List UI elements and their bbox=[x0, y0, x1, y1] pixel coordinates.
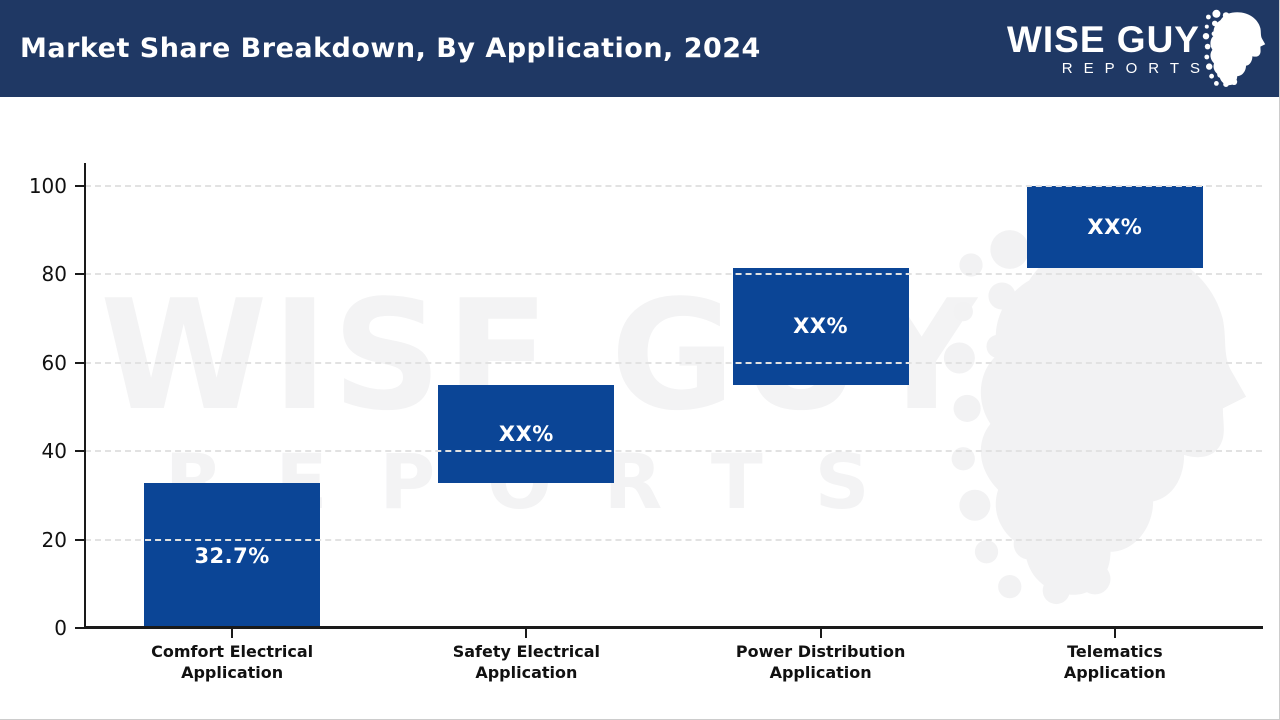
bar-value-label: XX% bbox=[793, 314, 849, 339]
y-tick-mark bbox=[75, 538, 84, 541]
brand-logo-text: WISE GUY REPORTS bbox=[1007, 21, 1200, 77]
brand-face-icon bbox=[1202, 8, 1266, 90]
y-axis-line bbox=[84, 163, 86, 628]
brand-name: WISE GUY bbox=[1006, 18, 1200, 60]
y-tick-label: 40 bbox=[41, 439, 67, 463]
bar-value-label: 32.7% bbox=[194, 543, 270, 568]
y-tick-label: 100 bbox=[28, 173, 67, 198]
watermark-face-icon bbox=[940, 225, 1250, 615]
bar-segment: XX% bbox=[1026, 185, 1203, 269]
y-tick-mark bbox=[75, 361, 84, 364]
bar-segment: 32.7% bbox=[144, 483, 321, 628]
y-tick-mark bbox=[75, 450, 84, 452]
y-tick-label: 20 bbox=[41, 527, 67, 552]
y-tick-label: 80 bbox=[41, 262, 67, 286]
y-tick-label: 60 bbox=[41, 350, 67, 375]
chart-canvas: WISE GUY REPORTS 02040608010032.7%Comfor… bbox=[0, 97, 1279, 719]
y-tick-label: 0 bbox=[54, 616, 67, 640]
bar-value-label: XX% bbox=[498, 421, 554, 446]
bar-segment: XX% bbox=[438, 384, 615, 484]
x-tick-mark bbox=[819, 629, 822, 638]
x-category-label: Safety Electrical Application bbox=[452, 642, 601, 682]
x-category-label: Telematics Application bbox=[1063, 642, 1166, 682]
page-title: Market Share Breakdown, By Application, … bbox=[20, 33, 761, 64]
x-tick-mark bbox=[231, 629, 234, 638]
y-tick-mark bbox=[75, 273, 84, 275]
brand-subname: REPORTS bbox=[1061, 59, 1211, 77]
x-tick-mark bbox=[1113, 629, 1116, 638]
brand-logo: WISE GUY REPORTS bbox=[1007, 8, 1266, 90]
x-category-label: Power Distribution Application bbox=[735, 642, 906, 682]
x-axis-line bbox=[84, 626, 1263, 629]
bar-segment: XX% bbox=[732, 268, 909, 385]
x-category-label: Comfort Electrical Application bbox=[151, 642, 314, 682]
x-tick-mark bbox=[525, 629, 528, 638]
y-tick-mark bbox=[75, 627, 84, 629]
header-bar: Market Share Breakdown, By Application, … bbox=[0, 0, 1279, 97]
y-tick-mark bbox=[75, 184, 84, 187]
bar-value-label: XX% bbox=[1087, 214, 1143, 239]
